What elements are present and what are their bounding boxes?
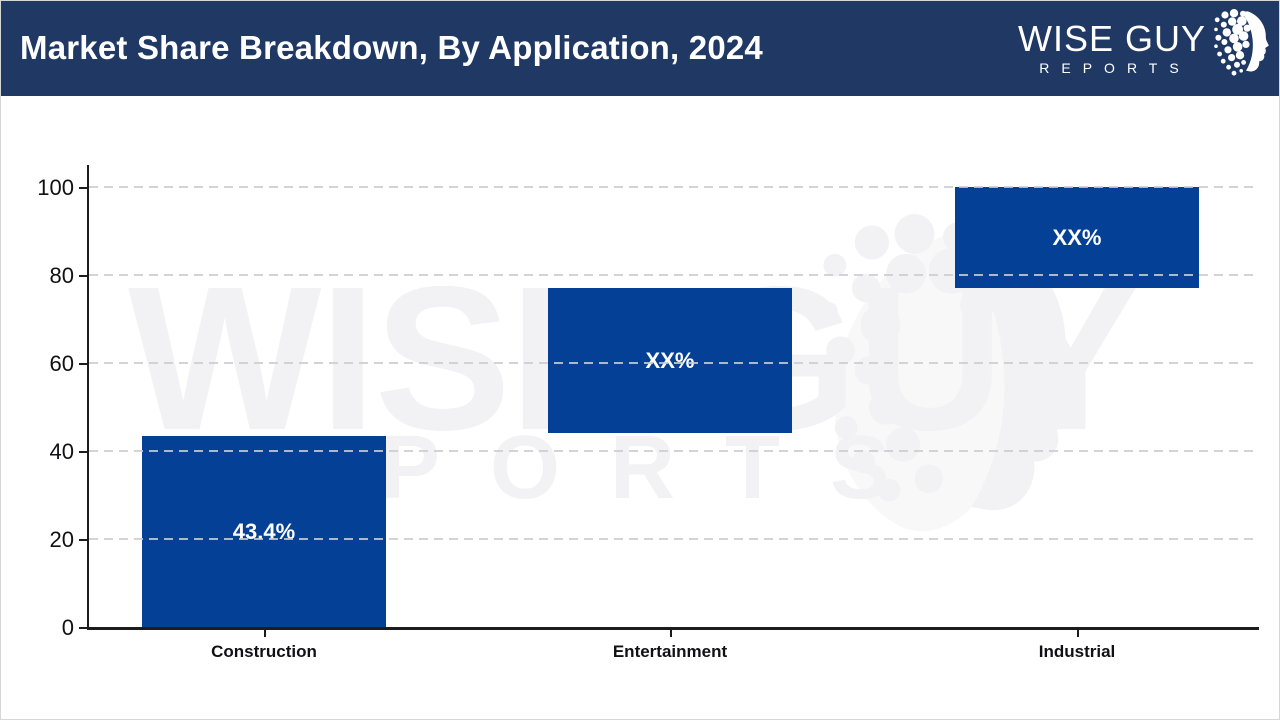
y-tick-label: 40 xyxy=(49,439,74,464)
y-tick-mark xyxy=(79,275,88,277)
header-bar: Market Share Breakdown, By Application, … xyxy=(0,0,1280,96)
gridline-y20 xyxy=(89,538,1258,540)
y-tick-mark xyxy=(79,363,88,365)
logo-wordmark-line1: WISE GUY xyxy=(1017,18,1206,59)
y-tick-label: 100 xyxy=(37,175,74,200)
gridline-y60 xyxy=(89,362,1258,364)
bar-value-label: XX% xyxy=(1052,224,1102,250)
chart-canvas: WISE GUY REPORTS 43.4% XX% XX% xyxy=(0,96,1280,720)
plot-area: 43.4% XX% XX% xyxy=(89,186,1258,627)
y-tick-label: 20 xyxy=(49,527,74,552)
x-category-label-construction: Construction xyxy=(211,642,317,661)
bar-value-label: 43.4% xyxy=(232,518,296,544)
x-tick-mark xyxy=(1077,630,1079,637)
x-tick-mark xyxy=(670,630,672,637)
x-axis-line xyxy=(87,627,1259,630)
y-tick-mark xyxy=(79,451,88,453)
gridline-y100 xyxy=(89,186,1258,188)
y-tick-label: 0 xyxy=(61,615,74,640)
page-title: Market Share Breakdown, By Application, … xyxy=(20,29,763,66)
y-tick-mark xyxy=(79,187,88,189)
bar-entertainment: XX% xyxy=(548,288,792,434)
wise-guy-face-icon xyxy=(1214,9,1269,76)
bar-value-label: XX% xyxy=(645,347,695,373)
y-axis-line xyxy=(87,165,89,630)
bar-construction: 43.4% xyxy=(142,436,386,627)
gridline-y40 xyxy=(89,450,1258,452)
brand-logo: WISE GUY REPORTS xyxy=(1018,8,1270,88)
x-category-label-entertainment: Entertainment xyxy=(612,642,728,661)
y-tick-mark xyxy=(79,627,88,629)
x-tick-mark xyxy=(264,630,266,637)
logo-wordmark-line2: REPORTS xyxy=(1039,60,1191,76)
y-tick-label: 60 xyxy=(49,351,74,376)
y-tick-mark xyxy=(79,539,88,541)
logo-wordmark: WISE GUY REPORTS xyxy=(1017,18,1206,76)
gridline-y80 xyxy=(89,274,1258,276)
x-category-label-industrial: Industrial xyxy=(1038,642,1116,661)
y-tick-label: 80 xyxy=(49,263,74,288)
